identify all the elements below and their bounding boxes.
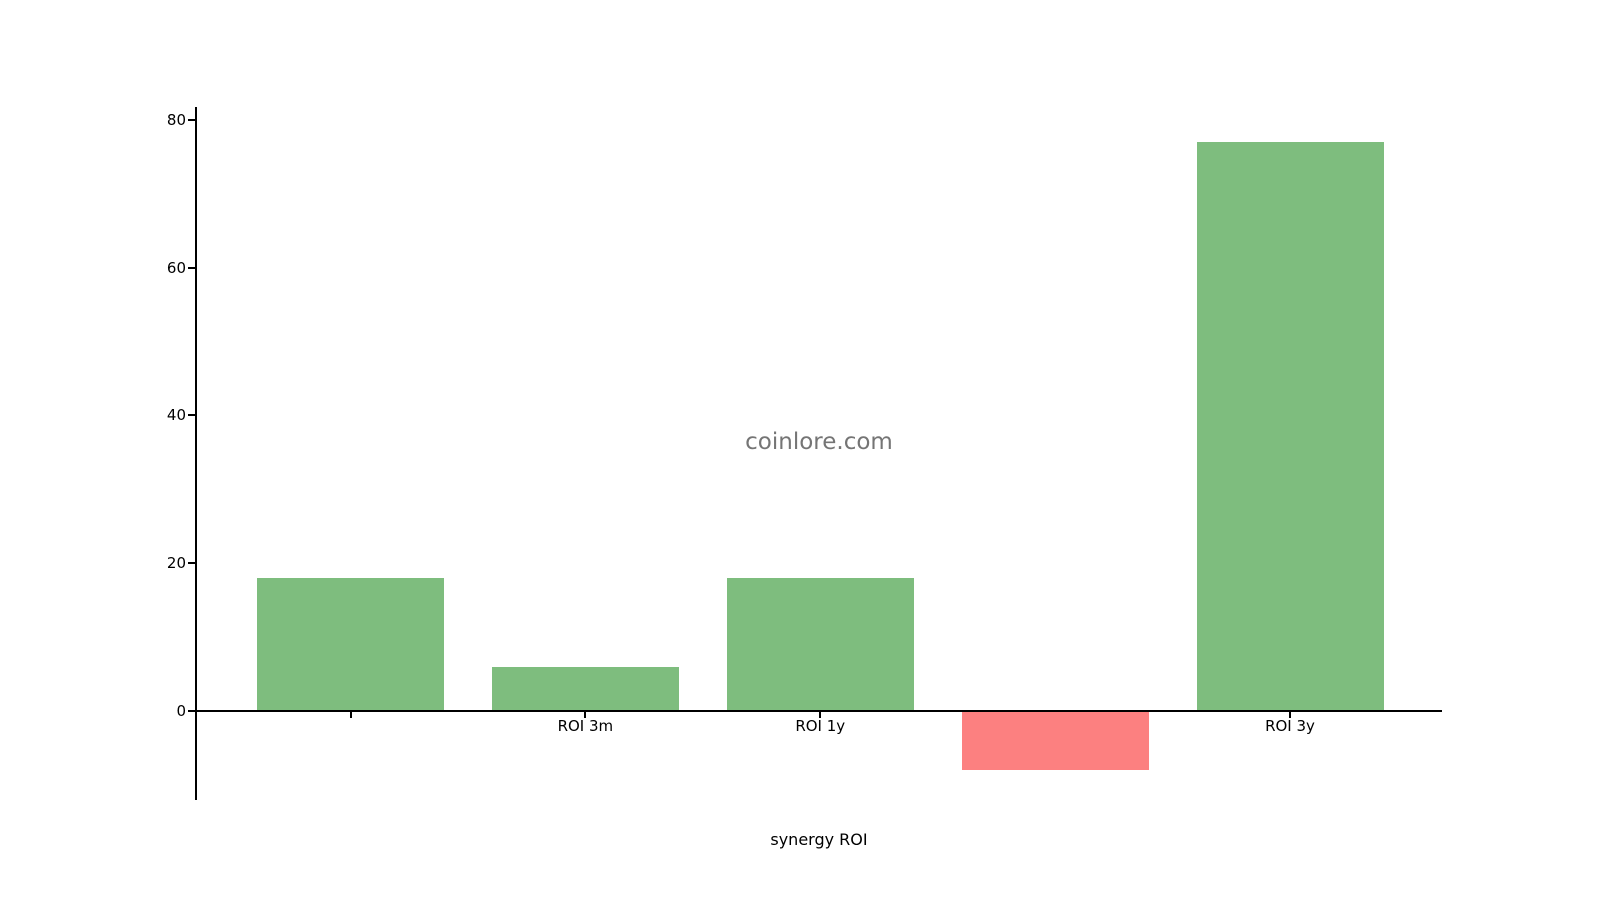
y-tick [188,562,195,565]
y-tick-label: 80 [166,110,186,129]
y-tick [188,118,195,121]
watermark-text: coinlore.com [745,429,893,455]
y-axis-line [195,107,197,800]
bar-roi-3y [1196,141,1384,711]
bar-roi-1y [726,577,914,711]
x-axis-line [195,710,1442,712]
x-tick [584,711,587,718]
x-tick [1289,711,1291,718]
x-axis-title: synergy ROI [770,830,868,849]
bar-unlabeled-3 [961,711,1149,771]
y-tick [188,266,195,269]
y-tick [188,414,195,417]
x-tick-label: ROI 1y [795,717,846,735]
x-tick-label: ROI 3m [557,717,614,735]
y-tick-label: 20 [166,554,186,573]
x-tick [819,711,822,718]
y-tick [188,710,195,712]
x-tick [349,711,352,718]
bar-unlabeled-0 [257,577,444,711]
y-tick-label: 0 [176,702,186,720]
y-tick-label: 60 [166,258,186,277]
bar-roi-3m [491,666,679,711]
y-tick-label: 40 [166,406,186,425]
x-tick-label: ROI 3y [1265,717,1315,735]
